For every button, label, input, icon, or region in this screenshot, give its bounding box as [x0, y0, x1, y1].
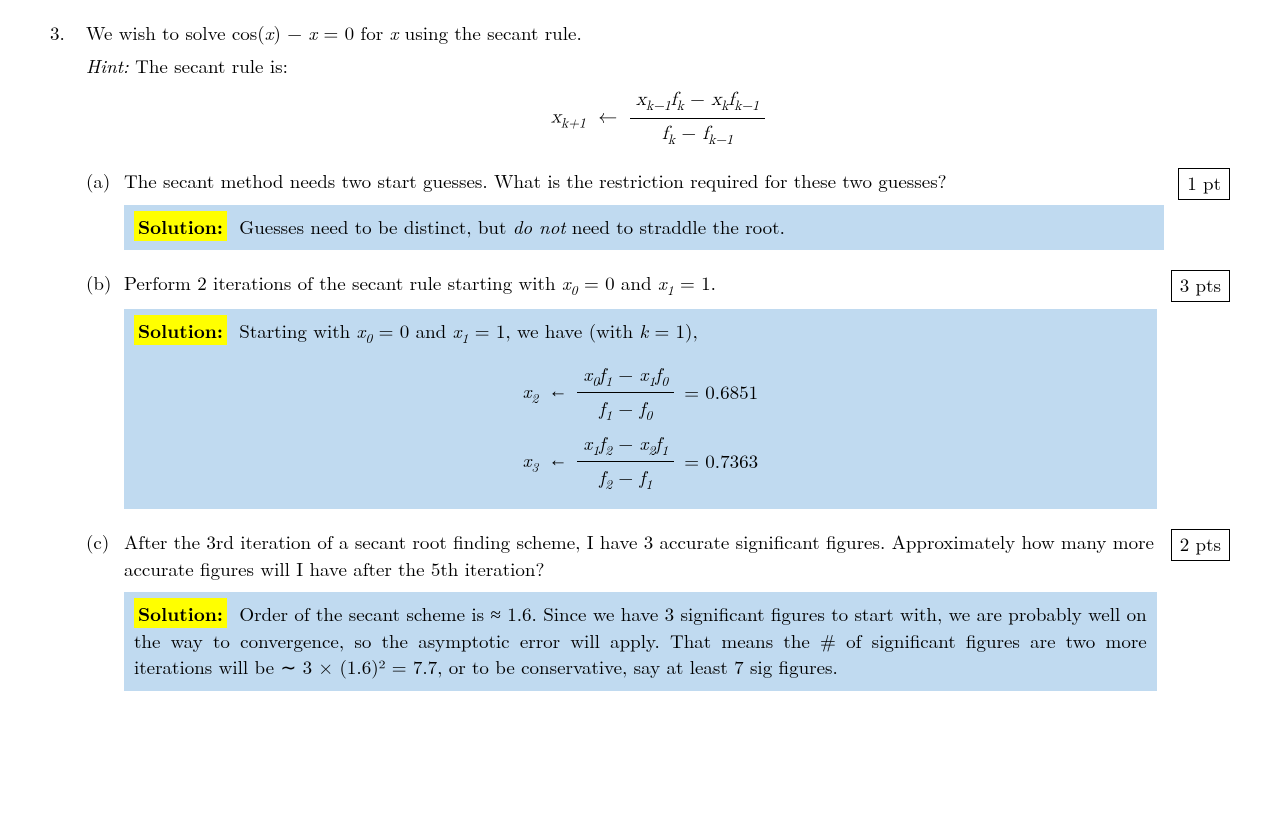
part-b-solution: Solution: Starting with x0 = 0 and x1 = …: [124, 309, 1157, 509]
eq-x2: x2 ← x0f1 − x1f0 f1 − f0 = 0.6851: [134, 361, 1147, 424]
part-a-solution-text: Guesses need to be distinct, but do not …: [239, 213, 785, 240]
part-b-body: Perform 2 iterations of the secant rule …: [124, 270, 1157, 509]
problem: 3. We wish to solve cos(x) − x = 0 for x…: [50, 20, 1230, 691]
part-c-solution-text: Order of the secant scheme is ≈ 1.6. Sin…: [134, 600, 1147, 680]
part-a-body: The secant method needs two start guesse…: [124, 168, 1164, 250]
part-c-text: After the 3rd iteration of a secant root…: [124, 529, 1157, 582]
solution-label: Solution:: [134, 211, 227, 241]
part-a-text: The secant method needs two start guesse…: [124, 168, 1164, 195]
part-b-points: 3 pts: [1171, 270, 1230, 302]
part-b-solution-intro: Solution: Starting with x0 = 0 and x1 = …: [134, 317, 1147, 347]
solution-label: Solution:: [134, 315, 227, 345]
part-b-row: (b) Perform 2 iterations of the secant r…: [86, 270, 1230, 509]
part-a-label: (a): [86, 168, 114, 250]
secant-formula: xk+1 ← xk−1fk − xkfk−1 fk − fk−1: [86, 87, 1230, 150]
part-a-points: 1 pt: [1178, 168, 1230, 200]
part-c: (c) After the 3rd iteration of a secant …: [86, 529, 1157, 691]
part-a-solution: Solution: Guesses need to be distinct, b…: [124, 205, 1164, 251]
part-b-text: Perform 2 iterations of the secant rule …: [124, 270, 1157, 299]
hint-label: Hint:: [86, 52, 129, 79]
solution-label: Solution:: [134, 598, 227, 628]
part-b-eq-block: x2 ← x0f1 − x1f0 f1 − f0 = 0.6851 x3: [134, 361, 1147, 493]
hint: Hint: The secant rule is:: [86, 53, 1230, 80]
part-c-body: After the 3rd iteration of a secant root…: [124, 529, 1157, 691]
part-a: (a) The secant method needs two start gu…: [86, 168, 1164, 250]
hint-text: The secant rule is:: [135, 52, 288, 79]
problem-body: We wish to solve cos(x) − x = 0 for x us…: [86, 20, 1230, 691]
part-a-row: (a) The secant method needs two start gu…: [86, 168, 1230, 250]
part-c-row: (c) After the 3rd iteration of a secant …: [86, 529, 1230, 691]
part-c-label: (c): [86, 529, 114, 691]
part-b: (b) Perform 2 iterations of the secant r…: [86, 270, 1157, 509]
problem-stem: We wish to solve cos(x) − x = 0 for x us…: [86, 20, 1230, 47]
part-b-label: (b): [86, 270, 114, 509]
problem-number: 3.: [50, 20, 74, 691]
part-c-points: 2 pts: [1171, 529, 1230, 561]
part-c-solution: Solution: Order of the secant scheme is …: [124, 592, 1157, 691]
eq-x3: x3 ← x1f2 − x2f1 f2 − f1 = 0.7363: [134, 430, 1147, 493]
